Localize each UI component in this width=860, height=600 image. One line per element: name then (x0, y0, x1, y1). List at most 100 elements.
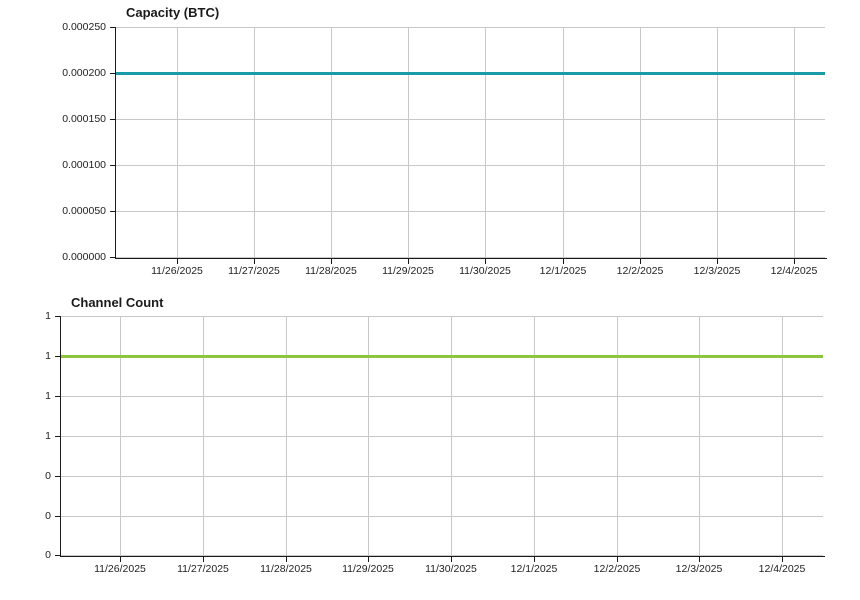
y-tick (55, 476, 60, 477)
x-axis-label: 11/29/2025 (342, 563, 394, 575)
gridline-horizontal (116, 27, 825, 28)
gridline-vertical (451, 316, 452, 556)
gridline-vertical (782, 316, 783, 556)
y-axis-label: 0.000000 (62, 251, 106, 263)
gridline-vertical (120, 316, 121, 556)
x-axis-label: 12/2/2025 (616, 265, 664, 277)
gridline-horizontal (61, 396, 823, 397)
plot-area-capacity (116, 27, 825, 258)
y-axis-label: 0 (45, 510, 51, 522)
x-tick (286, 557, 287, 562)
x-tick (563, 259, 564, 264)
y-tick (55, 516, 60, 517)
x-axis-capacity (115, 258, 827, 259)
y-axis-label: 1 (45, 390, 51, 402)
x-tick (782, 557, 783, 562)
gridline-horizontal (116, 257, 825, 258)
y-axis-label: 0.000050 (62, 205, 106, 217)
y-tick (110, 27, 115, 28)
gridline-vertical (485, 27, 486, 258)
y-tick (110, 119, 115, 120)
x-axis-label: 11/29/2025 (382, 265, 434, 277)
x-tick (699, 557, 700, 562)
x-tick (368, 557, 369, 562)
x-axis-label: 11/28/2025 (305, 265, 357, 277)
y-axis-label: 0.000200 (62, 67, 106, 79)
x-axis-label: 12/4/2025 (770, 265, 818, 277)
x-axis-label: 12/3/2025 (693, 265, 741, 277)
x-axis-label: 11/26/2025 (151, 265, 203, 277)
chart-capacity-btc: Capacity (BTC) 0.000250 0.000200 0.00015… (0, 0, 860, 285)
y-axis-label: 0.000250 (62, 21, 106, 33)
x-tick (408, 259, 409, 264)
x-tick (120, 557, 121, 562)
gridline-vertical (177, 27, 178, 258)
x-tick (451, 557, 452, 562)
chart-channel-count: Channel Count 1 1 1 1 0 0 0 (0, 290, 860, 580)
gridline-vertical (331, 27, 332, 258)
gridline-vertical (794, 27, 795, 258)
gridline-vertical (286, 316, 287, 556)
y-axis-capacity (115, 27, 116, 259)
y-tick (110, 73, 115, 74)
y-axis-label: 0 (45, 470, 51, 482)
gridline-horizontal (61, 316, 823, 317)
gridline-vertical (254, 27, 255, 258)
series-line-capacity (116, 72, 825, 75)
gridline-vertical (617, 316, 618, 556)
x-axis-label: 11/30/2025 (459, 265, 511, 277)
y-tick (110, 211, 115, 212)
x-axis-label: 11/30/2025 (425, 563, 477, 575)
y-tick (55, 356, 60, 357)
series-line-channel-count (61, 355, 823, 358)
x-tick (617, 557, 618, 562)
x-tick (177, 259, 178, 264)
gridline-horizontal (61, 476, 823, 477)
y-tick (55, 316, 60, 317)
gridline-vertical (368, 316, 369, 556)
y-tick (55, 555, 60, 556)
gridline-vertical (699, 316, 700, 556)
x-tick (534, 557, 535, 562)
gridline-vertical (717, 27, 718, 258)
y-axis-label: 1 (45, 430, 51, 442)
x-axis-label: 12/1/2025 (510, 563, 558, 575)
x-tick (794, 259, 795, 264)
x-tick (331, 259, 332, 264)
x-tick (254, 259, 255, 264)
y-axis-label: 0.000150 (62, 113, 106, 125)
x-axis-label: 11/27/2025 (228, 265, 280, 277)
y-axis-label: 1 (45, 310, 51, 322)
gridline-vertical (203, 316, 204, 556)
gridline-horizontal (61, 436, 823, 437)
x-axis-label: 12/4/2025 (758, 563, 806, 575)
gridline-horizontal (61, 555, 823, 556)
y-tick (55, 436, 60, 437)
x-axis-label: 11/27/2025 (177, 563, 229, 575)
gridline-vertical (640, 27, 641, 258)
gridline-horizontal (116, 119, 825, 120)
x-tick (717, 259, 718, 264)
y-tick (110, 257, 115, 258)
gridline-horizontal (116, 211, 825, 212)
y-axis-label: 1 (45, 350, 51, 362)
y-axis-label: 0.000100 (62, 159, 106, 171)
x-axis-channel-count (60, 556, 825, 557)
x-axis-label: 11/28/2025 (260, 563, 312, 575)
gridline-vertical (408, 27, 409, 258)
y-axis-channel-count (60, 316, 61, 557)
gridline-horizontal (116, 165, 825, 166)
gridline-vertical (534, 316, 535, 556)
chart-title-channel-count: Channel Count (71, 295, 164, 310)
x-axis-label: 12/3/2025 (675, 563, 723, 575)
x-tick (203, 557, 204, 562)
y-tick (55, 396, 60, 397)
x-axis-label: 12/2/2025 (593, 563, 641, 575)
y-tick (110, 165, 115, 166)
gridline-horizontal (61, 516, 823, 517)
chart-title-capacity: Capacity (BTC) (126, 5, 220, 20)
plot-area-channel-count (61, 316, 823, 556)
x-axis-label: 11/26/2025 (94, 563, 146, 575)
gridline-vertical (563, 27, 564, 258)
x-axis-label: 12/1/2025 (539, 265, 587, 277)
